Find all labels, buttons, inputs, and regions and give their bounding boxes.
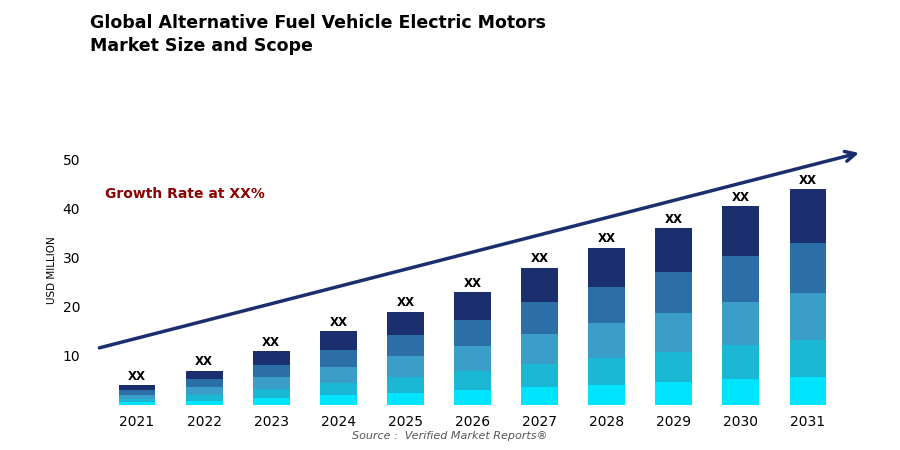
- Bar: [387, 393, 424, 405]
- Bar: [789, 377, 826, 405]
- Bar: [253, 398, 290, 405]
- Bar: [589, 248, 626, 287]
- Bar: [320, 331, 356, 350]
- Bar: [655, 228, 692, 272]
- Bar: [521, 364, 558, 387]
- Bar: [119, 385, 156, 390]
- Bar: [589, 385, 626, 405]
- Bar: [185, 395, 222, 400]
- Bar: [789, 340, 826, 377]
- Bar: [320, 350, 356, 367]
- Bar: [789, 189, 826, 243]
- Bar: [454, 292, 491, 320]
- Bar: [789, 243, 826, 292]
- Bar: [119, 395, 156, 399]
- Bar: [655, 313, 692, 352]
- Text: Growth Rate at XX%: Growth Rate at XX%: [105, 187, 266, 202]
- Bar: [655, 352, 692, 382]
- Bar: [253, 351, 290, 364]
- Bar: [789, 292, 826, 340]
- Bar: [454, 346, 491, 371]
- Bar: [454, 390, 491, 405]
- Bar: [185, 400, 222, 405]
- Bar: [723, 345, 760, 379]
- Bar: [723, 302, 760, 345]
- Y-axis label: USD MILLION: USD MILLION: [47, 236, 57, 304]
- Text: XX: XX: [195, 355, 213, 368]
- Bar: [723, 256, 760, 302]
- Bar: [185, 379, 222, 387]
- Bar: [320, 396, 356, 405]
- Bar: [320, 383, 356, 396]
- Text: XX: XX: [128, 370, 146, 383]
- Bar: [253, 377, 290, 389]
- Text: Global Alternative Fuel Vehicle Electric Motors
Market Size and Scope: Global Alternative Fuel Vehicle Electric…: [90, 14, 546, 55]
- Text: XX: XX: [732, 191, 750, 204]
- Text: XX: XX: [262, 336, 280, 349]
- Bar: [387, 335, 424, 356]
- Bar: [119, 402, 156, 405]
- Bar: [253, 389, 290, 398]
- Bar: [589, 358, 626, 385]
- Bar: [119, 399, 156, 402]
- Bar: [387, 377, 424, 393]
- Text: XX: XX: [665, 213, 683, 226]
- Bar: [320, 367, 356, 383]
- Bar: [589, 323, 626, 358]
- Bar: [185, 387, 222, 395]
- Bar: [454, 371, 491, 390]
- Bar: [655, 382, 692, 405]
- Bar: [521, 302, 558, 333]
- Bar: [454, 320, 491, 346]
- Bar: [387, 312, 424, 335]
- Text: XX: XX: [396, 296, 414, 309]
- Bar: [589, 287, 626, 323]
- Text: XX: XX: [598, 233, 616, 245]
- Bar: [521, 268, 558, 302]
- Text: XX: XX: [531, 252, 549, 265]
- Text: Source :  Verified Market Reports®: Source : Verified Market Reports®: [352, 431, 548, 441]
- Text: XX: XX: [464, 277, 482, 290]
- Bar: [253, 364, 290, 377]
- Bar: [521, 333, 558, 364]
- Bar: [387, 356, 424, 377]
- Text: XX: XX: [329, 316, 347, 329]
- Bar: [723, 379, 760, 405]
- Bar: [119, 390, 156, 395]
- Bar: [521, 387, 558, 405]
- Bar: [185, 371, 222, 379]
- Text: XX: XX: [799, 174, 817, 187]
- Bar: [723, 206, 760, 256]
- Bar: [655, 272, 692, 313]
